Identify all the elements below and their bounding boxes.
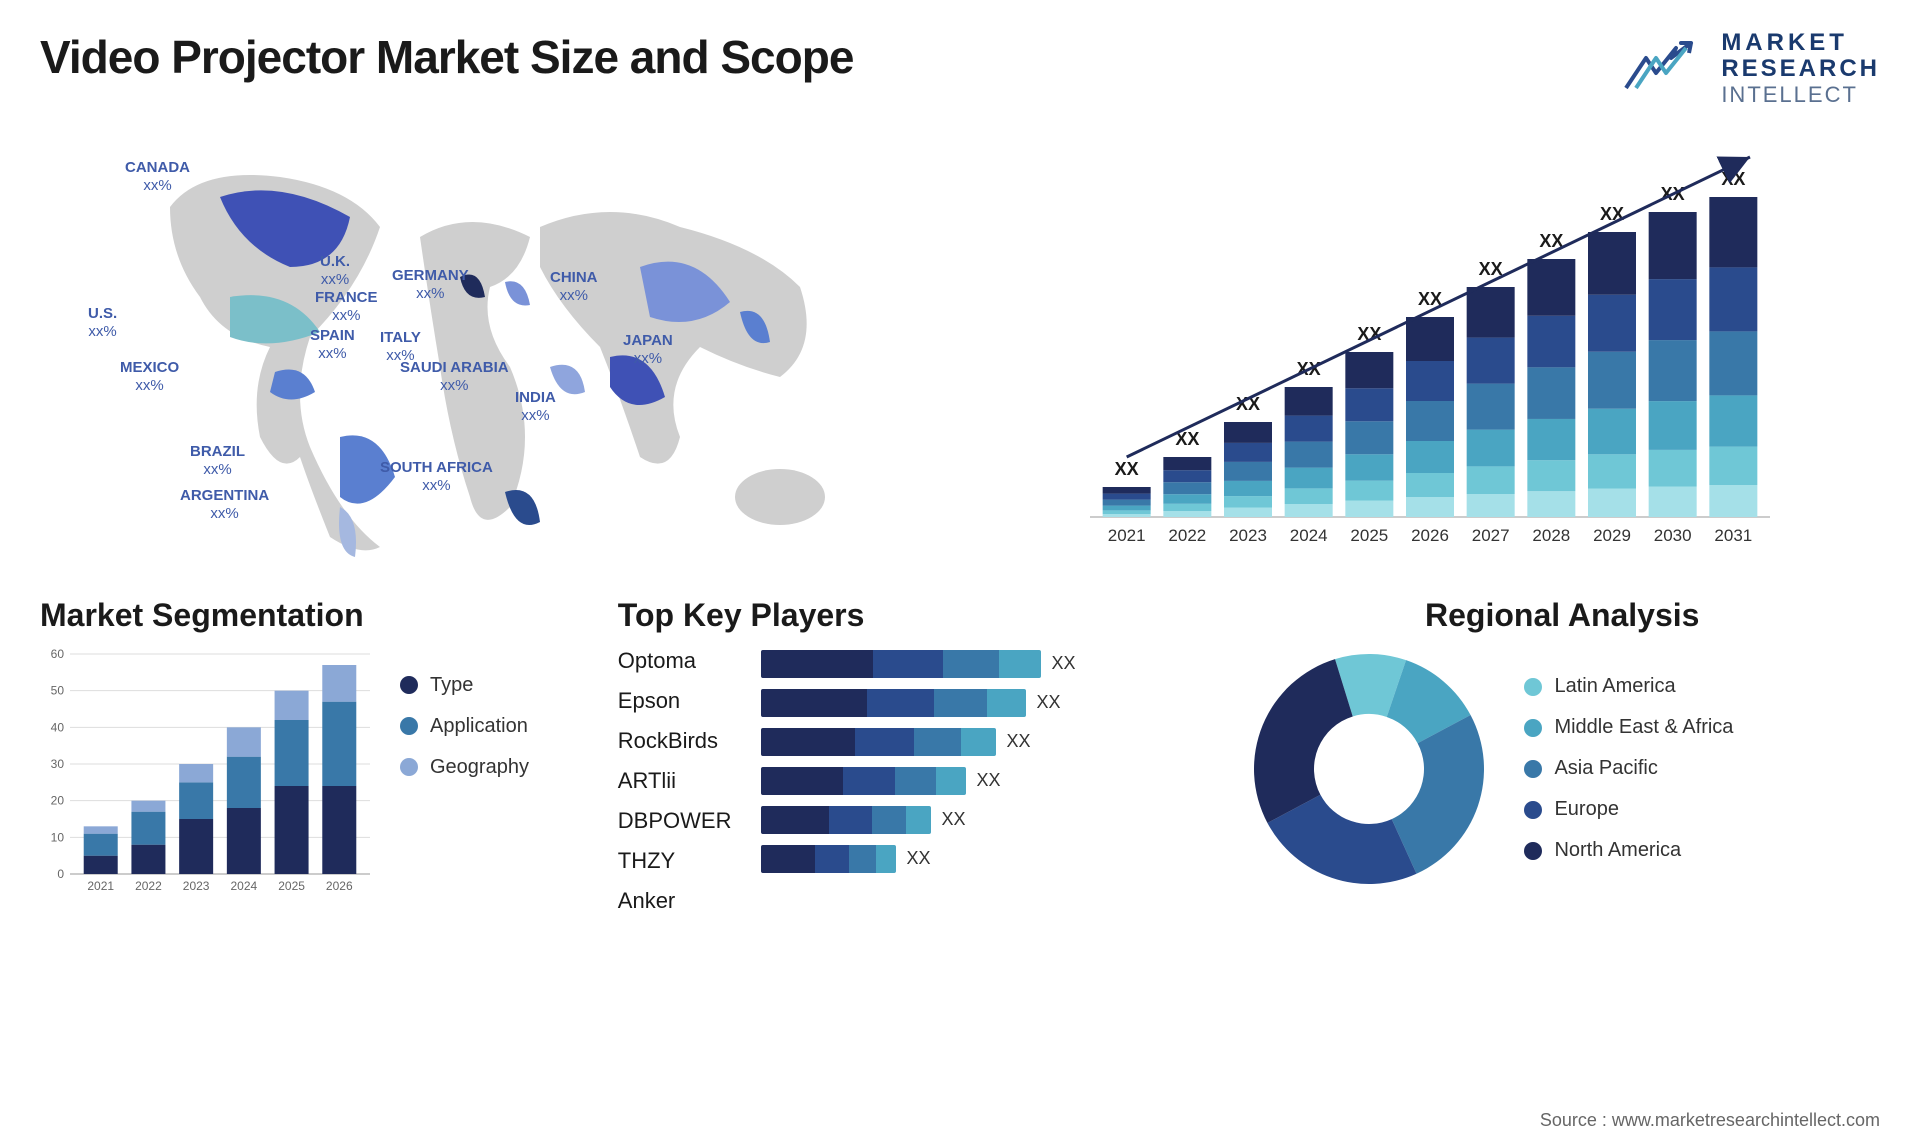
- key-player-name: ARTlii: [618, 768, 732, 794]
- map-label: JAPANxx%: [623, 332, 673, 368]
- svg-text:2029: 2029: [1593, 526, 1631, 545]
- svg-text:2025: 2025: [1350, 526, 1388, 545]
- map-label: INDIAxx%: [515, 389, 556, 425]
- svg-text:2028: 2028: [1532, 526, 1570, 545]
- legend-item: Geography: [400, 756, 529, 779]
- map-label: ARGENTINAxx%: [180, 487, 269, 523]
- svg-text:2027: 2027: [1472, 526, 1510, 545]
- map-label: U.K.xx%: [320, 253, 350, 289]
- svg-text:2024: 2024: [1290, 526, 1328, 545]
- svg-text:10: 10: [51, 830, 65, 844]
- svg-text:2021: 2021: [87, 879, 114, 893]
- svg-text:40: 40: [51, 720, 65, 734]
- svg-text:60: 60: [51, 647, 65, 661]
- key-player-bar-row: XX: [761, 767, 1204, 795]
- key-player-name: DBPOWER: [618, 808, 732, 834]
- key-player-name: RockBirds: [618, 728, 732, 754]
- key-players-panel: Top Key Players Optoma Epson RockBirds ARTl…: [618, 597, 1205, 914]
- legend-item: Type: [400, 674, 529, 697]
- map-label: CHINAxx%: [550, 269, 598, 305]
- key-player-bar-row: XX: [761, 845, 1204, 873]
- svg-text:2022: 2022: [135, 879, 162, 893]
- legend-item: North America: [1524, 839, 1733, 862]
- legend-item: Europe: [1524, 798, 1733, 821]
- key-players-title: Top Key Players: [618, 597, 1205, 634]
- key-players-list: Optoma Epson RockBirds ARTlii DBPOWER THZY Ank…: [618, 644, 732, 914]
- svg-text:2031: 2031: [1714, 526, 1752, 545]
- map-label: SPAINxx%: [310, 327, 355, 363]
- logo-line2: RESEARCH: [1721, 56, 1880, 82]
- key-player-name: Optoma: [618, 648, 732, 674]
- svg-text:2025: 2025: [278, 879, 305, 893]
- map-label: SAUDI ARABIAxx%: [400, 359, 509, 395]
- svg-text:20: 20: [51, 794, 65, 808]
- key-player-name: Anker: [618, 888, 732, 914]
- key-player-name: THZY: [618, 848, 732, 874]
- svg-text:2030: 2030: [1654, 526, 1692, 545]
- svg-text:0: 0: [57, 867, 64, 881]
- svg-text:XX: XX: [1115, 459, 1139, 479]
- world-map: CANADAxx% U.S.xx%MEXICOxx% BRAZILxx% ARGENT…: [40, 137, 940, 567]
- svg-text:2023: 2023: [183, 879, 210, 893]
- segmentation-panel: Market Segmentation 0 10 20 30 40 50 60 2021 202…: [40, 597, 578, 914]
- growth-chart: XX2021XX2022XX2023XX2024XX2025XX2026XX20…: [980, 137, 1880, 567]
- svg-text:30: 30: [51, 757, 65, 771]
- page-title: Video Projector Market Size and Scope: [40, 30, 853, 84]
- segmentation-legend: Type Application Geography: [400, 644, 529, 904]
- svg-text:2021: 2021: [1108, 526, 1146, 545]
- legend-item: Application: [400, 715, 529, 738]
- logo-line3: INTELLECT: [1721, 83, 1880, 107]
- regional-donut: [1244, 644, 1494, 894]
- svg-text:XX: XX: [1479, 259, 1503, 279]
- map-label: FRANCExx%: [315, 289, 378, 325]
- svg-text:50: 50: [51, 684, 65, 698]
- map-label: GERMANYxx%: [392, 267, 469, 303]
- legend-item: Middle East & Africa: [1524, 716, 1733, 739]
- key-player-bar-row: XX: [761, 728, 1204, 756]
- regional-legend: Latin America Middle East & Africa Asia Pa…: [1524, 675, 1733, 862]
- svg-text:2026: 2026: [1411, 526, 1449, 545]
- map-label: MEXICOxx%: [120, 359, 179, 395]
- regional-panel: Regional Analysis Latin America Middle Ea…: [1244, 597, 1880, 914]
- svg-text:2026: 2026: [326, 879, 353, 893]
- brand-logo: MARKET RESEARCH INTELLECT: [1621, 30, 1880, 107]
- map-label: U.S.xx%: [88, 305, 117, 341]
- svg-text:2023: 2023: [1229, 526, 1267, 545]
- source-text: Source : www.marketresearchintellect.com: [1540, 1110, 1880, 1131]
- svg-text:XX: XX: [1721, 169, 1745, 189]
- segmentation-chart: 0 10 20 30 40 50 60 2021 2022 2023 2024 2025 2026: [40, 644, 380, 904]
- key-player-bar-row: XX: [761, 689, 1204, 717]
- segmentation-title: Market Segmentation: [40, 597, 578, 634]
- map-label: SOUTH AFRICAxx%: [380, 459, 493, 495]
- regional-title: Regional Analysis: [1244, 597, 1880, 634]
- legend-item: Latin America: [1524, 675, 1733, 698]
- key-players-bars: XX XX XX XX XX XX: [761, 644, 1204, 914]
- world-map-svg: [40, 137, 940, 567]
- map-label: BRAZILxx%: [190, 443, 245, 479]
- legend-item: Asia Pacific: [1524, 757, 1733, 780]
- map-label: CANADAxx%: [125, 159, 190, 195]
- svg-text:2024: 2024: [231, 879, 258, 893]
- key-player-name: Epson: [618, 688, 732, 714]
- key-player-bar-row: XX: [761, 650, 1204, 678]
- key-player-bar-row: XX: [761, 806, 1204, 834]
- svg-text:2022: 2022: [1168, 526, 1206, 545]
- logo-line1: MARKET: [1721, 30, 1880, 56]
